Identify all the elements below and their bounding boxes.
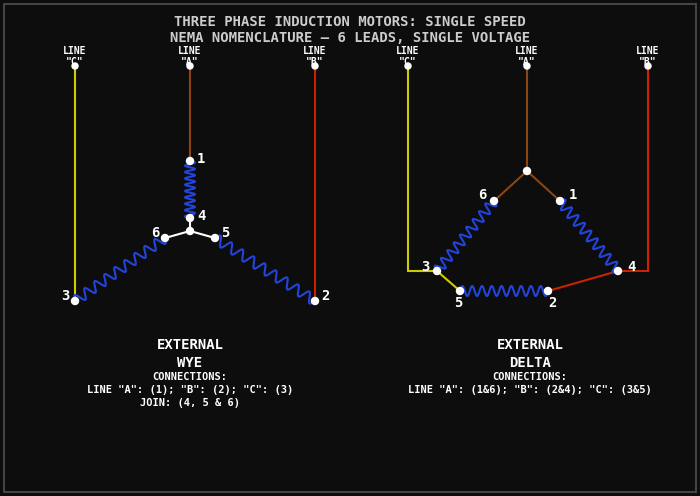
Text: 2: 2 bbox=[548, 296, 556, 310]
Text: EXTERNAL
DELTA: EXTERNAL DELTA bbox=[496, 338, 564, 371]
Text: LINE: LINE bbox=[636, 46, 659, 56]
Circle shape bbox=[433, 267, 440, 274]
Text: 4: 4 bbox=[197, 209, 205, 223]
Circle shape bbox=[524, 168, 531, 175]
Text: CONNECTIONS:
LINE "A": (1&6); "B": (2&4); "C": (3&5): CONNECTIONS: LINE "A": (1&6); "B": (2&4)… bbox=[408, 372, 652, 395]
Text: 6: 6 bbox=[478, 188, 486, 202]
Text: 1: 1 bbox=[569, 188, 577, 202]
Text: NEMA NOMENCLATURE – 6 LEADS, SINGLE VOLTAGE: NEMA NOMENCLATURE – 6 LEADS, SINGLE VOLT… bbox=[170, 31, 530, 45]
Text: "C": "C" bbox=[66, 57, 84, 67]
Text: THREE PHASE INDUCTION MOTORS: SINGLE SPEED: THREE PHASE INDUCTION MOTORS: SINGLE SPE… bbox=[174, 15, 526, 29]
Text: LINE: LINE bbox=[515, 46, 539, 56]
Text: "A": "A" bbox=[518, 57, 536, 67]
Circle shape bbox=[312, 63, 318, 69]
Circle shape bbox=[545, 288, 552, 295]
Text: LINE: LINE bbox=[396, 46, 420, 56]
Circle shape bbox=[162, 235, 169, 242]
Text: 5: 5 bbox=[220, 226, 229, 240]
Text: 5: 5 bbox=[454, 296, 462, 310]
Text: "C": "C" bbox=[399, 57, 416, 67]
Circle shape bbox=[456, 288, 463, 295]
Circle shape bbox=[187, 63, 193, 69]
Circle shape bbox=[405, 63, 411, 69]
Circle shape bbox=[556, 197, 564, 204]
Circle shape bbox=[186, 228, 193, 235]
Circle shape bbox=[72, 63, 78, 69]
Circle shape bbox=[312, 298, 318, 305]
Text: 1: 1 bbox=[197, 152, 205, 166]
Text: "B": "B" bbox=[639, 57, 657, 67]
Circle shape bbox=[491, 197, 498, 204]
Text: "B": "B" bbox=[306, 57, 324, 67]
Circle shape bbox=[71, 298, 78, 305]
Text: 3: 3 bbox=[61, 289, 69, 303]
Circle shape bbox=[211, 235, 218, 242]
Circle shape bbox=[645, 63, 651, 69]
Text: EXTERNAL
WYE: EXTERNAL WYE bbox=[157, 338, 223, 371]
Text: 6: 6 bbox=[150, 226, 159, 240]
Text: LINE: LINE bbox=[303, 46, 327, 56]
Text: 2: 2 bbox=[321, 289, 329, 303]
Circle shape bbox=[524, 63, 530, 69]
Text: 3: 3 bbox=[421, 260, 429, 274]
Circle shape bbox=[186, 158, 193, 165]
Circle shape bbox=[186, 214, 193, 222]
Text: "A": "A" bbox=[181, 57, 199, 67]
Text: 4: 4 bbox=[626, 260, 635, 274]
Text: LINE: LINE bbox=[63, 46, 87, 56]
Circle shape bbox=[615, 267, 622, 274]
Text: CONNECTIONS:
LINE "A": (1); "B": (2); "C": (3)
JOIN: (4, 5 & 6): CONNECTIONS: LINE "A": (1); "B": (2); "C… bbox=[87, 372, 293, 408]
Text: LINE: LINE bbox=[178, 46, 202, 56]
